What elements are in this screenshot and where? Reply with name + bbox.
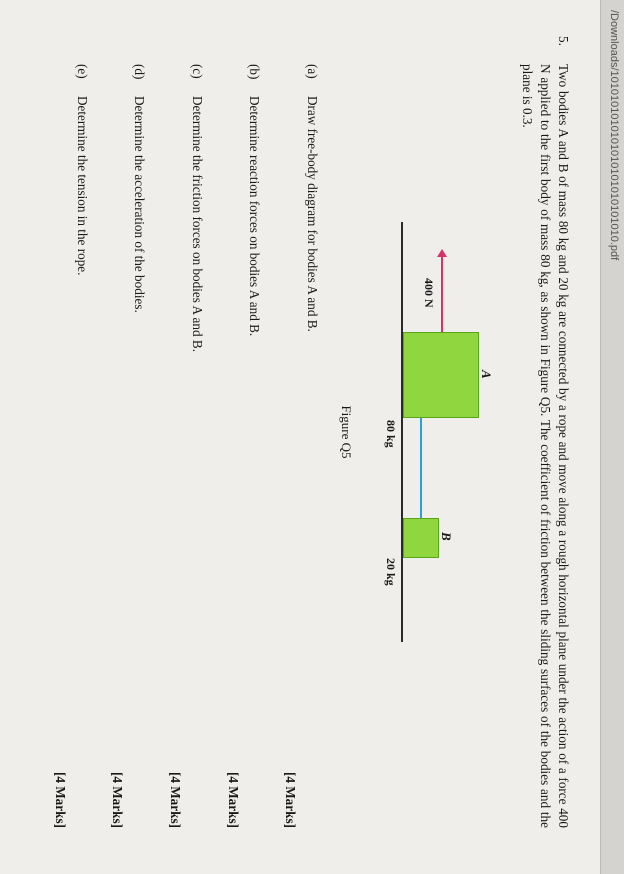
marks-label: [4 Marks] [224,36,242,828]
browser-tab: /Downloads/1010101010101010101010101010.… [600,0,624,874]
surface-line [401,222,403,642]
part-label: (e) [73,64,91,96]
mass-a: 80 kg [382,420,398,448]
part-text: Determine the acceleration of the bodies… [130,96,148,828]
question-stem: Two bodies A and B of mass 80 kg and 20 … [519,64,572,828]
label-a: A [477,370,495,379]
marks-label: [4 Marks] [51,36,69,828]
part-text: Determine reaction forces on bodies A an… [246,96,264,828]
tab-filename: /Downloads/1010101010101010101010101010.… [608,10,620,260]
part-label: (a) [303,64,321,96]
part-label: (b) [246,64,264,96]
question-body: Two bodies A and B of mass 80 kg and 20 … [505,64,572,828]
part-row: (a) Draw free-body diagram for bodies A … [303,64,321,828]
part-text: Determine the tension in the rope. [73,96,91,828]
mass-b: 20 kg [382,558,398,586]
part-text: Determine the friction forces on bodies … [188,96,206,828]
part-row: (b) Determine reaction forces on bodies … [246,64,264,828]
marks-label: [4 Marks] [109,36,127,828]
rope-line [420,418,422,518]
part-row: (c) Determine the friction forces on bod… [188,64,206,828]
part-label: (d) [130,64,148,96]
label-b: B [437,532,455,541]
part-label: (c) [188,64,206,96]
question-number: 5. [505,36,572,64]
parts-list: (a) Draw free-body diagram for bodies A … [51,36,321,828]
block-b [403,518,439,558]
marks-label: [4 Marks] [166,36,184,828]
figure-q5: 400 N A B 80 kg 20 kg [359,222,499,642]
block-a [403,332,479,418]
part-row: (e) Determine the tension in the rope. [73,64,91,828]
part-row: (d) Determine the acceleration of the bo… [130,64,148,828]
marks-label: [4 Marks] [281,36,299,828]
figure-caption: Figure Q5 [337,36,355,828]
question-row: 5. Two bodies A and B of mass 80 kg and … [505,36,572,828]
force-label: 400 N [420,278,436,308]
page-container: /Downloads/1010101010101010101010101010.… [0,0,624,874]
force-arrow [441,256,443,332]
document-page: 5. Two bodies A and B of mass 80 kg and … [0,0,600,874]
part-text: Draw free-body diagram for bodies A and … [303,96,321,828]
